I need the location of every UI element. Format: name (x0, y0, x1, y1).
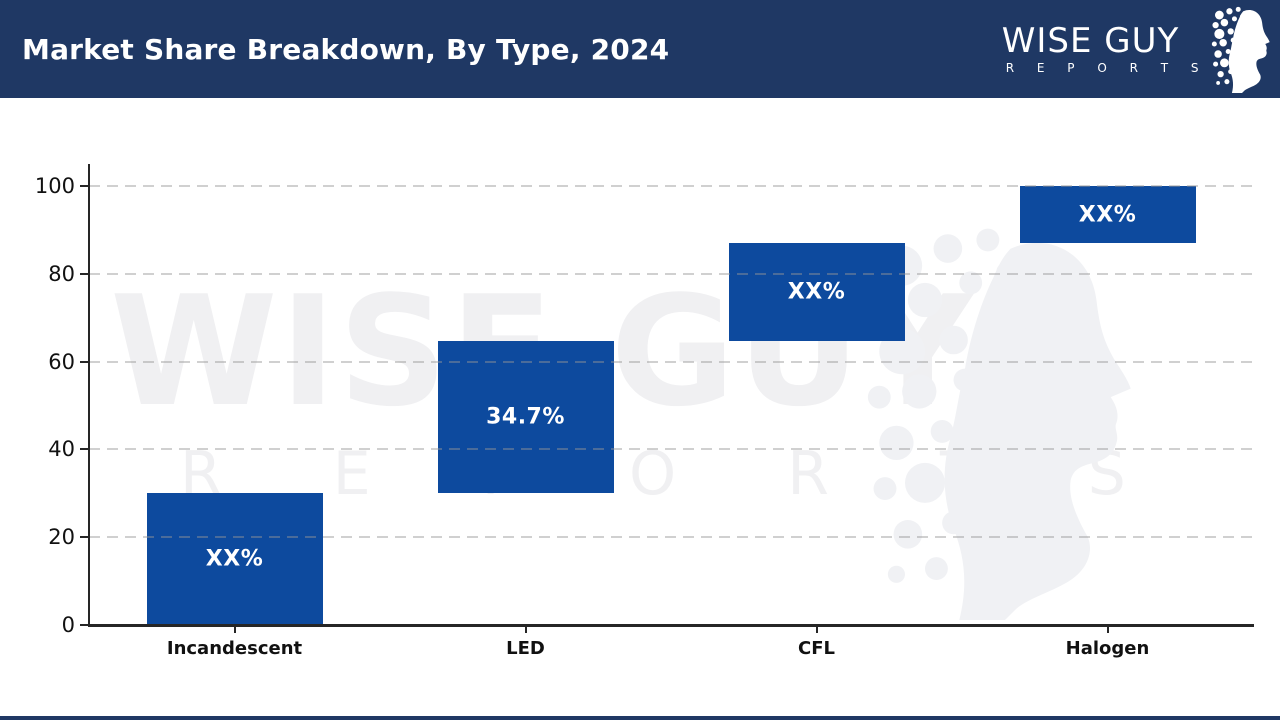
y-tick-mark (80, 448, 88, 451)
y-tick-mark (80, 184, 88, 187)
wise-guy-logo: WISE GUY R E P O R T S (1002, 0, 1274, 98)
category-label-led: LED (506, 638, 545, 659)
x-tick-mark (815, 626, 818, 633)
y-tick-mark (80, 272, 88, 275)
x-tick-mark (233, 626, 236, 633)
y-tick-mark (80, 624, 88, 626)
bar-led (437, 340, 614, 494)
logo-text: WISE GUY R E P O R T S (1002, 24, 1208, 74)
grid-line-60 (89, 360, 1253, 363)
grid-line-80 (89, 272, 1253, 275)
y-axis-line (88, 164, 90, 627)
logo-wordmark: WISE GUY (1001, 21, 1180, 61)
x-axis-line (88, 624, 1254, 627)
category-label-incandescent: Incandescent (166, 638, 303, 659)
grid-line-100 (89, 184, 1253, 187)
y-tick-label-20: 20 (48, 525, 75, 550)
y-tick-label-80: 80 (48, 261, 75, 286)
y-tick-label-100: 100 (34, 173, 75, 198)
y-tick-label-0: 0 (61, 613, 75, 637)
category-label-cfl: CFL (798, 638, 835, 659)
bar-value-label: XX% (787, 279, 846, 305)
y-tick-label-40: 40 (48, 437, 75, 462)
x-tick-mark (1106, 626, 1109, 633)
logo-subtitle: R E P O R T S (1005, 61, 1208, 75)
category-label-halogen: Halogen (1065, 638, 1150, 659)
bar-value-label: 34.7% (486, 404, 565, 430)
y-tick-mark (80, 536, 88, 539)
x-tick-mark (524, 626, 527, 633)
grid-line-20 (89, 536, 1253, 539)
grid-line-40 (89, 448, 1253, 451)
bar-incandescent (146, 493, 323, 625)
y-tick-mark (80, 360, 88, 363)
footer-bar (0, 716, 1280, 720)
y-tick-label-60: 60 (48, 349, 75, 374)
bar-value-label: XX% (205, 546, 264, 572)
page-title: Market Share Breakdown, By Type, 2024 (22, 32, 670, 66)
header-bar: Market Share Breakdown, By Type, 2024 WI… (0, 0, 1280, 98)
bar-value-label: XX% (1078, 202, 1137, 228)
